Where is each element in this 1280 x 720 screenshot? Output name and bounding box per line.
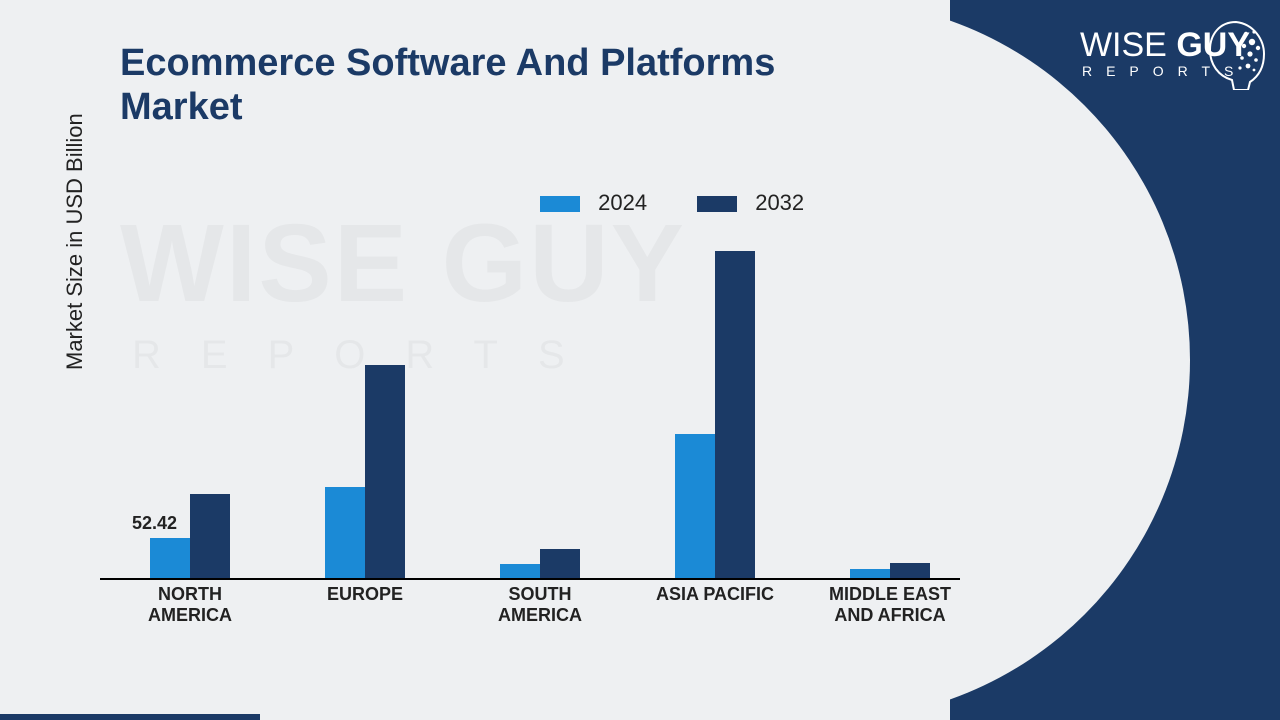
category-label: EUROPE — [300, 584, 430, 605]
brand-logo: WISE GUY REPORTS — [1080, 26, 1250, 79]
brand-word-guy: GUY — [1176, 26, 1250, 64]
category-label: SOUTH AMERICA — [475, 584, 605, 625]
bar-0-s0 — [150, 538, 190, 578]
infographic-canvas: Ecommerce Software And Platforms Market … — [0, 0, 1280, 720]
bar-2-s1 — [540, 549, 580, 578]
category-label: MIDDLE EAST AND AFRICA — [825, 584, 955, 625]
bar-0-s1 — [190, 494, 230, 578]
bar-2-s0 — [500, 564, 540, 578]
value-label: 52.42 — [132, 513, 177, 534]
bar-4-s0 — [850, 569, 890, 578]
x-axis-baseline — [100, 578, 960, 580]
bottom-accent-line — [0, 714, 260, 720]
bar-3-s1 — [715, 251, 755, 578]
brand-line1: WISE GUY — [1080, 26, 1250, 65]
bar-3-s0 — [675, 434, 715, 578]
brand-word-wise: WISE — [1080, 26, 1167, 64]
chart-title: Ecommerce Software And Platforms Market — [120, 42, 850, 129]
bar-1-s1 — [365, 365, 405, 578]
y-axis-label: Market Size in USD Billion — [62, 113, 88, 370]
brand-line2: REPORTS — [1080, 63, 1250, 79]
bar-1-s0 — [325, 487, 365, 578]
category-label: NORTH AMERICA — [125, 584, 255, 625]
category-label: ASIA PACIFIC — [650, 584, 780, 605]
bar-chart-plot: 52.42 — [100, 200, 960, 580]
bar-4-s1 — [890, 563, 930, 578]
